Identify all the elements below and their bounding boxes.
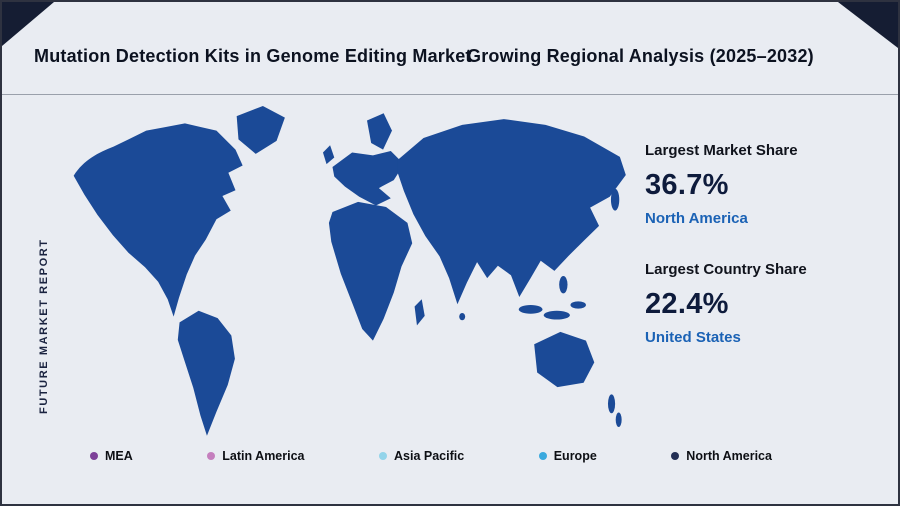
island-new-zealand-north — [607, 394, 616, 414]
legend-label-north-america: North America — [686, 449, 772, 463]
continent-europe — [332, 151, 404, 206]
island-new-zealand-south — [615, 412, 622, 428]
world-map — [57, 98, 652, 443]
island-new-guinea — [570, 301, 586, 309]
continent-africa — [328, 201, 413, 341]
legend-item-latin-america: Latin America — [207, 449, 305, 463]
legend-dot-north-america — [671, 452, 680, 460]
legend-item-europe: Europe — [538, 449, 597, 463]
legend-item-mea: MEA — [90, 449, 133, 463]
legend-dot-asia-pacific — [379, 452, 388, 460]
island-japan — [610, 188, 620, 211]
top-left-corner-triangle — [2, 2, 54, 46]
page-subtitle: Growing Regional Analysis (2025–2032) — [467, 46, 814, 66]
largest-country-share-label: Largest Country Share — [645, 261, 807, 278]
legend-label-latin-america: Latin America — [222, 449, 305, 463]
continent-south-america — [177, 310, 235, 436]
legend-dot-europe — [538, 452, 547, 460]
map-legend: MEA Latin America Asia Pacific Europe No… — [90, 449, 772, 463]
brand-vertical-label: FUTURE MARKET REPORT — [38, 238, 50, 414]
largest-market-share-region: North America — [645, 210, 748, 227]
legend-dot-mea — [90, 452, 98, 460]
largest-country-share-region: United States — [645, 329, 741, 346]
legend-dot-latin-america — [207, 452, 216, 460]
largest-market-share-value: 36.7% — [645, 169, 729, 201]
largest-country-share-value: 22.4% — [645, 288, 729, 320]
continent-australia — [534, 331, 595, 388]
region-scandinavia — [366, 113, 392, 150]
island-philippines — [559, 275, 568, 294]
island-sri-lanka — [459, 312, 466, 321]
legend-item-north-america: North America — [671, 449, 772, 463]
top-right-corner-triangle — [838, 2, 898, 48]
continent-greenland — [236, 105, 285, 154]
header-divider — [2, 94, 898, 95]
island-madagascar — [414, 299, 425, 326]
largest-market-share-label: Largest Market Share — [645, 142, 798, 159]
legend-item-asia-pacific: Asia Pacific — [379, 449, 464, 463]
island-uk — [322, 145, 335, 165]
island-java-borneo — [543, 310, 570, 320]
legend-label-europe: Europe — [553, 449, 597, 463]
continent-asia — [397, 119, 626, 305]
island-sumatra — [518, 305, 543, 314]
legend-label-asia-pacific: Asia Pacific — [394, 449, 465, 463]
legend-label-mea: MEA — [105, 449, 133, 463]
continent-north-america — [73, 123, 243, 317]
stats-panel: Largest Market Share 36.7% North America… — [645, 142, 890, 380]
page-title: Mutation Detection Kits in Genome Editin… — [34, 46, 472, 66]
